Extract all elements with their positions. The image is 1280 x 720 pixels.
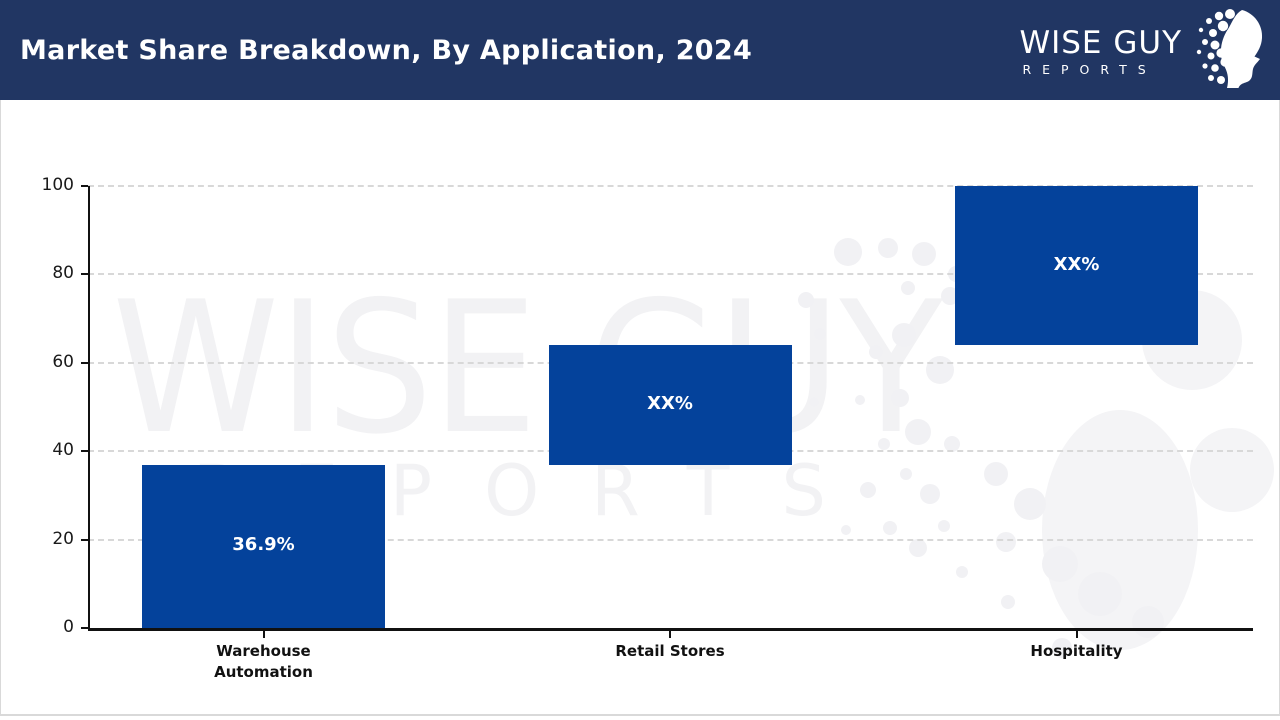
y-axis-tick-label-80: 80 — [52, 263, 74, 284]
y-axis-tick-label-0: 0 — [63, 617, 74, 637]
wise-guy-reports-logo: WISE GUY REPORTS — [1019, 5, 1266, 95]
x-axis-line — [88, 628, 1253, 631]
logo-wordmark: WISE GUY — [1019, 24, 1182, 61]
y-axis-tick-label-40: 40 — [52, 440, 74, 461]
category-label-hospitality: Hospitality — [1030, 642, 1123, 660]
y-axis-tick-label-20: 20 — [52, 528, 74, 549]
bar-warehouse-automation — [142, 464, 385, 628]
y-axis-tick-label-100: 100 — [41, 175, 74, 195]
bar-value-label: XX% — [647, 393, 693, 414]
y-axis-tick-0 — [81, 627, 88, 629]
face-profile-dots-icon — [1184, 5, 1266, 95]
logo-text: WISE GUY REPORTS — [1019, 27, 1182, 78]
y-axis-tick-40 — [81, 450, 88, 453]
gridline-y-20 — [88, 538, 1253, 541]
category-label-retail-stores: Retail Stores — [615, 642, 725, 660]
logo-subtitle: REPORTS — [1022, 62, 1157, 78]
y-axis-line — [88, 186, 90, 630]
watermark-face-dots — [798, 238, 1274, 658]
bar-hospitality — [955, 186, 1198, 346]
y-axis-tick-label-60: 60 — [52, 351, 74, 372]
bar-value-label: 36.9% — [232, 534, 295, 556]
x-axis-tick-2 — [1075, 630, 1078, 638]
y-axis-tick-20 — [81, 538, 88, 541]
x-axis-tick-1 — [669, 630, 671, 638]
bar-value-label: XX% — [1053, 253, 1100, 275]
x-axis-tick-0 — [262, 630, 265, 638]
page-title: Market Share Breakdown, By Application, … — [20, 34, 753, 66]
gridline-y-100 — [88, 185, 1253, 187]
chart-area: WISE GUY REPORTS 0 20 40 60 80 100 36. — [0, 100, 1280, 720]
y-axis-tick-80 — [81, 273, 88, 276]
bar-retail-stores — [548, 345, 792, 465]
y-axis-tick-100 — [81, 185, 88, 187]
category-label-warehouse-automation: Warehouse Automation — [214, 642, 313, 681]
gridline-y-80 — [88, 273, 1253, 276]
y-axis-tick-60 — [81, 361, 88, 364]
header: Market Share Breakdown, By Application, … — [0, 0, 1280, 100]
